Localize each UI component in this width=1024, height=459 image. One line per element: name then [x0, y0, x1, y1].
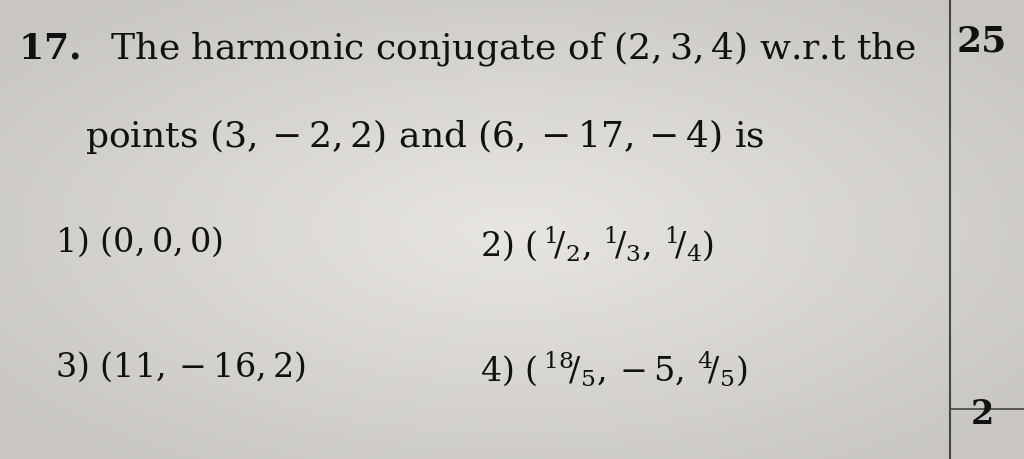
Text: points $(3,-2,2)$ and $(6,-17,-4)$ is: points $(3,-2,2)$ and $(6,-17,-4)$ is [85, 117, 764, 156]
Text: 2) $\left(\,{}^{1}\!/_{2},\,{}^{1}\!/_{3},\,{}^{1}\!/_{4}\right)$: 2) $\left(\,{}^{1}\!/_{2},\,{}^{1}\!/_{3… [480, 224, 714, 263]
Text: 2: 2 [971, 398, 993, 431]
Text: 25: 25 [956, 24, 1008, 58]
Text: $\mathbf{17.}$  The harmonic conjugate of $(2,3,4)$ w.r.t the: $\mathbf{17.}$ The harmonic conjugate of… [18, 29, 915, 68]
Text: 3) $(11,-16,2)$: 3) $(11,-16,2)$ [55, 349, 306, 384]
Text: 1) $(0,0,0)$: 1) $(0,0,0)$ [55, 224, 222, 258]
Text: 4) $\left(\,{}^{18}\!/_{5},-5,\,{}^{4}\!/_{5}\right)$: 4) $\left(\,{}^{18}\!/_{5},-5,\,{}^{4}\!… [480, 349, 748, 388]
